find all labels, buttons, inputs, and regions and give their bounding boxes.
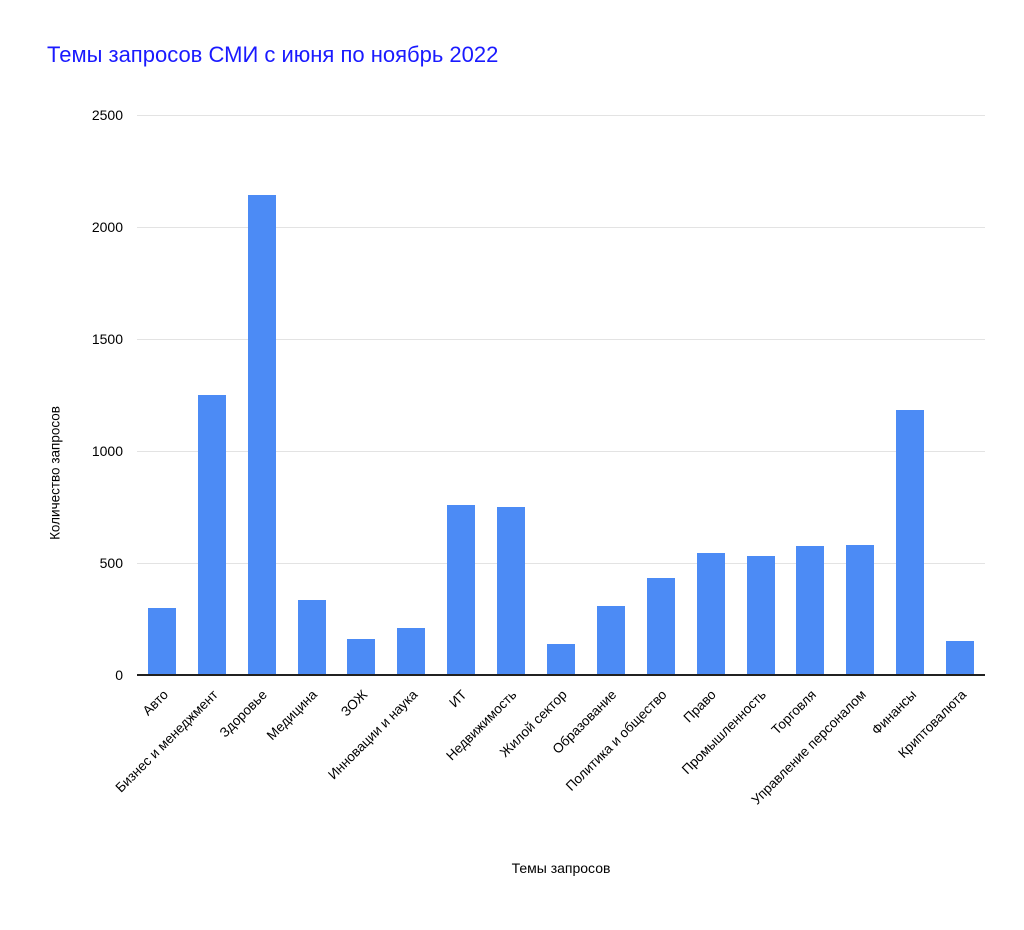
- x-tick-label: Торговля: [768, 687, 820, 738]
- bar: [397, 627, 426, 675]
- x-tick-label: Медицина: [264, 687, 321, 744]
- bar: [247, 194, 276, 675]
- bar: [197, 395, 226, 675]
- plot-area: 0 500 1000 1500 2000 2500 Авто Бизнес и менеджм…: [92, 107, 985, 807]
- bar: [147, 607, 176, 675]
- x-tick-label: Здоровье: [217, 687, 271, 741]
- gridline: [137, 563, 985, 564]
- y-tick-label: 500: [99, 555, 123, 571]
- x-axis-line: [137, 674, 985, 676]
- x-tick-label: Промышленность: [679, 687, 770, 778]
- x-axis-title: Темы запросов: [511, 860, 611, 876]
- x-tick-label: Авто: [139, 687, 171, 719]
- x-tick-label: Инновации и наука: [324, 687, 420, 783]
- bar: [896, 409, 925, 675]
- bar: [596, 605, 625, 675]
- y-tick-label: 1500: [91, 331, 123, 347]
- y-axis-title: Количество запросов: [47, 406, 63, 540]
- bar: [846, 545, 875, 675]
- x-tick-label: ЗОЖ: [337, 687, 371, 720]
- gridline: [137, 115, 985, 116]
- y-tick-label: 2000: [91, 219, 123, 235]
- bar: [547, 643, 575, 675]
- bar: [946, 641, 975, 675]
- bar: [347, 639, 376, 675]
- chart-title: Темы запросов СМИ с июня по ноябрь 2022: [47, 42, 499, 67]
- y-tick-label: 1000: [91, 443, 123, 459]
- gridline: [137, 227, 985, 228]
- bar: [646, 577, 675, 675]
- gridline: [137, 339, 985, 340]
- y-tick-label: 0: [115, 667, 123, 683]
- bar: [796, 546, 825, 675]
- x-tick-label: Политика и общество: [562, 687, 670, 794]
- x-tick-label: ИТ: [446, 687, 470, 711]
- bar: [746, 556, 775, 675]
- x-tick-label: Бизнес и менеджмент: [112, 687, 221, 796]
- bar: [497, 507, 526, 675]
- x-tick-label: Финансы: [868, 687, 919, 738]
- gridline: [137, 451, 985, 452]
- bar: [297, 599, 326, 675]
- bar: [696, 552, 725, 675]
- bar: [447, 504, 476, 675]
- x-tick-label: Право: [680, 687, 720, 726]
- y-tick-label: 2500: [91, 107, 123, 123]
